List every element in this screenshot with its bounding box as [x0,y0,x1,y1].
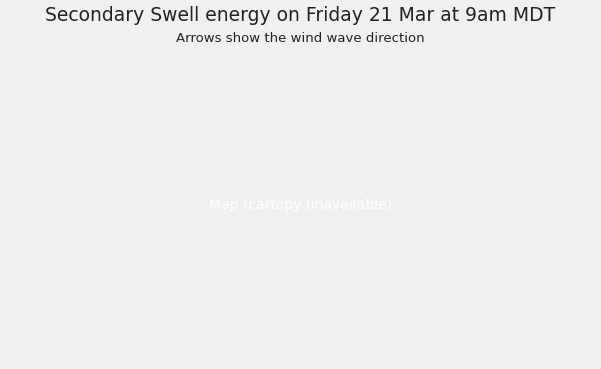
Text: Map (cartopy unavailable): Map (cartopy unavailable) [209,199,392,213]
Text: Arrows show the wind wave direction: Arrows show the wind wave direction [176,32,425,45]
Text: Secondary Swell energy on Friday 21 Mar at 9am MDT: Secondary Swell energy on Friday 21 Mar … [45,6,556,25]
